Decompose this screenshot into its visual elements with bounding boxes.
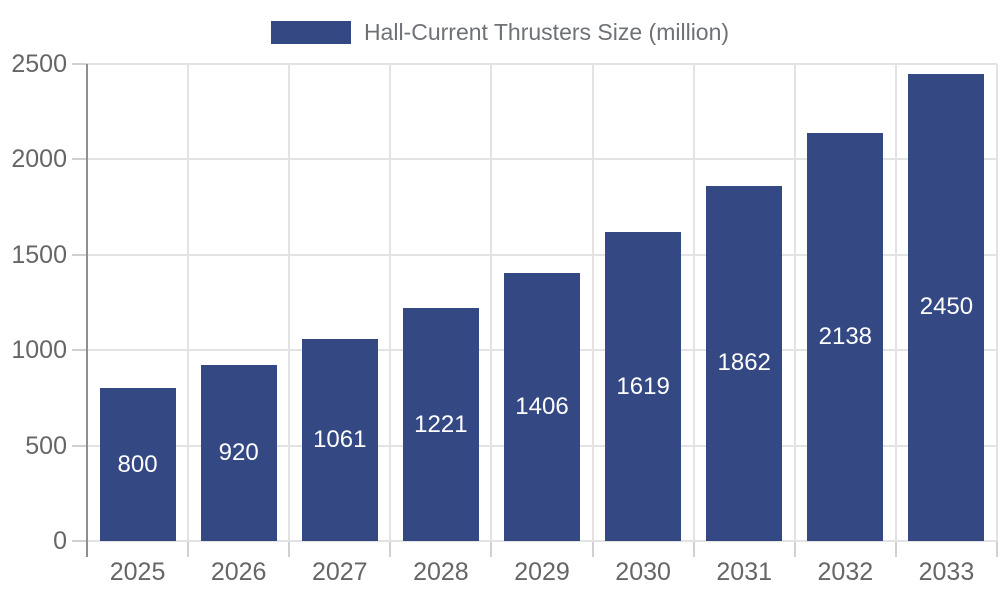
x-tick-label: 2032 bbox=[817, 558, 874, 586]
y-tick-label: 500 bbox=[25, 431, 67, 460]
y-tick-label: 1000 bbox=[11, 336, 67, 365]
bar-value-label: 1862 bbox=[717, 349, 771, 377]
bar-2033[interactable]: 2450 bbox=[908, 73, 985, 541]
x-tick-label: 2033 bbox=[918, 558, 975, 586]
legend-label: Hall-Current Thrusters Size (million) bbox=[363, 19, 730, 45]
y-axis-tick bbox=[72, 253, 87, 256]
y-axis-tick bbox=[72, 444, 87, 447]
y-tick-label: 2500 bbox=[11, 50, 67, 78]
bar-2030[interactable]: 1619 bbox=[605, 232, 682, 541]
bar-value-label: 1221 bbox=[414, 410, 468, 438]
bar-2029[interactable]: 1406 bbox=[504, 272, 580, 541]
y-tick-label: 0 bbox=[53, 527, 67, 555]
x-axis-tick bbox=[490, 541, 493, 557]
x-axis-tick bbox=[389, 541, 392, 557]
bar-value-label: 2450 bbox=[919, 293, 974, 321]
x-tick-label: 2028 bbox=[413, 558, 469, 586]
x-axis-tick bbox=[591, 541, 594, 557]
bar-2026[interactable]: 920 bbox=[200, 365, 277, 541]
x-axis-tick bbox=[894, 541, 897, 557]
x-tick-label: 2027 bbox=[311, 558, 368, 586]
x-axis-tick bbox=[288, 541, 291, 557]
bar-value-label: 2138 bbox=[818, 323, 873, 351]
x-axis-tick bbox=[692, 541, 695, 557]
y-axis-tick bbox=[72, 63, 87, 65]
y-axis-tick bbox=[72, 158, 87, 161]
legend-swatch bbox=[270, 21, 351, 44]
bar-2028[interactable]: 1221 bbox=[402, 308, 479, 541]
y-tick-label: 2000 bbox=[11, 145, 67, 174]
gridline-vertical bbox=[793, 64, 796, 541]
gridline-horizontal bbox=[87, 63, 997, 65]
x-tick-label: 2031 bbox=[716, 558, 773, 586]
gridline-vertical bbox=[894, 64, 897, 541]
x-axis-tick bbox=[996, 541, 998, 557]
gridline-horizontal bbox=[87, 540, 997, 542]
x-tick-label: 2026 bbox=[210, 558, 267, 586]
gridline-vertical bbox=[187, 64, 190, 541]
bar-2032[interactable]: 2138 bbox=[807, 133, 884, 541]
gridline-horizontal bbox=[87, 253, 997, 256]
gridline-vertical bbox=[490, 64, 493, 541]
legend[interactable]: Hall-Current Thrusters Size (million) bbox=[0, 19, 1000, 46]
x-tick-label: 2025 bbox=[109, 558, 166, 586]
bar-value-label: 920 bbox=[218, 439, 259, 467]
y-axis-tick bbox=[72, 540, 87, 542]
x-tick-label: 2030 bbox=[615, 558, 671, 586]
bar-2031[interactable]: 1862 bbox=[706, 185, 783, 541]
bar-2025[interactable]: 800 bbox=[99, 388, 176, 541]
x-axis-tick bbox=[793, 541, 796, 557]
y-axis-tick bbox=[72, 349, 87, 352]
bar-value-label: 1619 bbox=[616, 372, 670, 400]
bar-2027[interactable]: 1061 bbox=[301, 338, 378, 541]
y-axis-line bbox=[86, 64, 88, 557]
y-tick-label: 1500 bbox=[11, 240, 67, 269]
bar-value-label: 1406 bbox=[515, 392, 569, 420]
x-tick-label: 2029 bbox=[514, 558, 570, 586]
gridline-vertical bbox=[692, 64, 695, 541]
x-axis-tick bbox=[187, 541, 190, 557]
gridline-horizontal bbox=[87, 158, 997, 161]
bar-value-label: 1061 bbox=[313, 425, 367, 453]
gridline-vertical bbox=[389, 64, 392, 541]
bar-value-label: 800 bbox=[117, 450, 158, 478]
gridline-vertical bbox=[591, 64, 594, 541]
gridline-vertical bbox=[288, 64, 291, 541]
gridline-vertical bbox=[996, 64, 998, 541]
